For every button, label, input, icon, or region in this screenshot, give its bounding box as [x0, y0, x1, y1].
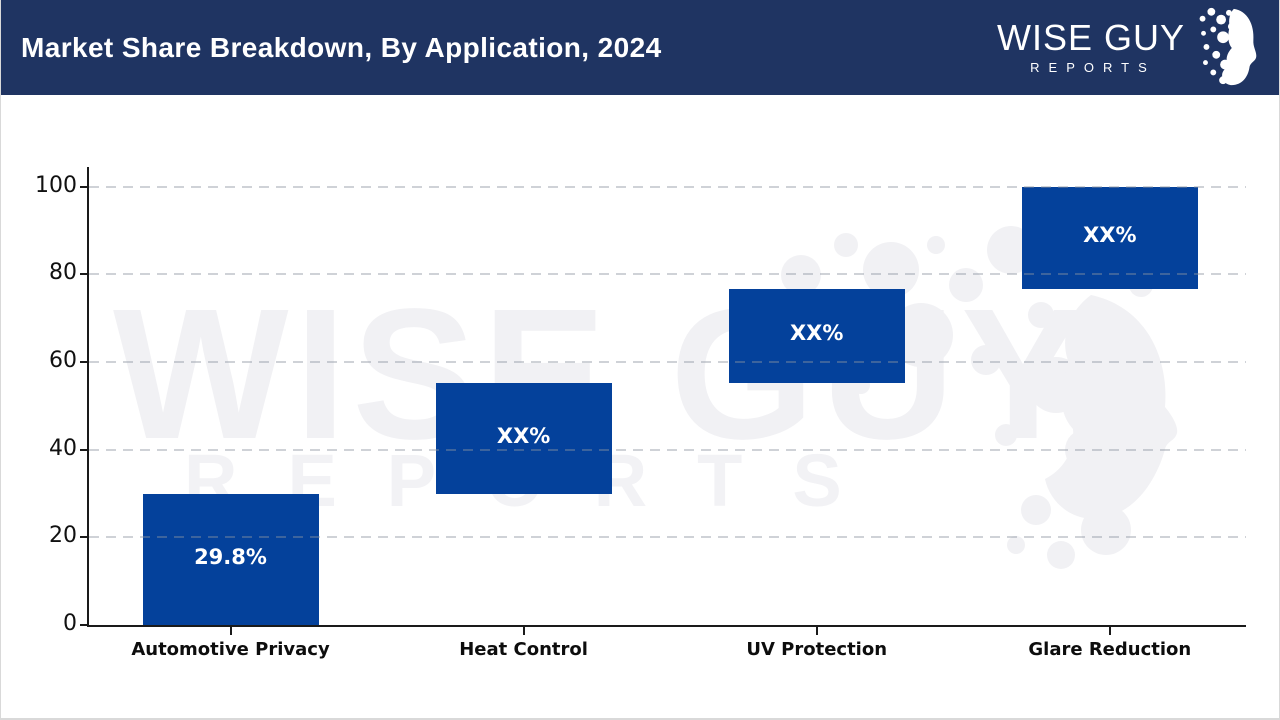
bar-value-label: XX%	[789, 321, 844, 346]
bar-heat-control	[435, 383, 612, 495]
dotted-head-profile-icon	[1189, 3, 1263, 93]
y-axis-tick-label: 20	[49, 523, 77, 549]
y-axis-tick-mark	[80, 273, 88, 276]
bar-uv-protection	[728, 289, 905, 384]
x-axis-tick-mark	[815, 626, 818, 635]
y-axis-tick-label: 80	[49, 260, 77, 286]
bar-value-label: 29.8%	[194, 544, 267, 569]
y-axis-spine	[87, 167, 89, 627]
y-axis-tick-label: 40	[49, 435, 77, 461]
x-axis-category-label: Glare Reduction	[1028, 639, 1192, 660]
y-gridline	[89, 273, 1246, 276]
bar-value-label: XX%	[1083, 222, 1137, 247]
x-axis-tick-mark	[1108, 626, 1111, 635]
brand-logo-text: WISE GUY REPORTS	[996, 17, 1185, 76]
bar-automotive-privacy	[142, 494, 319, 625]
bar-glare-reduction	[1021, 186, 1198, 290]
brand-logo: WISE GUY REPORTS	[997, 3, 1263, 93]
brand-subtitle: REPORTS	[1030, 60, 1156, 75]
y-axis-tick-mark	[80, 448, 88, 451]
x-axis-tick-mark	[229, 626, 232, 635]
y-axis-tick-label: 60	[49, 348, 77, 374]
y-axis-tick-label: 100	[35, 172, 77, 198]
y-gridline	[89, 448, 1246, 451]
x-axis-category-label: UV Protection	[746, 639, 888, 660]
y-gridline	[89, 361, 1246, 364]
y-axis-tick-mark	[80, 185, 88, 188]
x-axis-spine	[87, 625, 1246, 627]
header-band: Market Share Breakdown, By Application, …	[1, 0, 1279, 95]
x-axis-tick-mark	[522, 626, 525, 635]
y-axis-tick-mark	[80, 361, 88, 364]
y-axis-tick-label: 0	[63, 611, 77, 636]
bar-value-label: XX%	[496, 423, 551, 448]
x-axis-category-label: Heat Control	[459, 639, 588, 660]
y-gridline	[89, 185, 1246, 188]
page-title: Market Share Breakdown, By Application, …	[21, 31, 662, 63]
brand-name: WISE GUY	[996, 17, 1185, 58]
y-axis-tick-mark	[80, 624, 88, 626]
y-gridline	[89, 536, 1246, 539]
x-axis-category-label: Automotive Privacy	[131, 639, 330, 660]
y-axis-tick-mark	[80, 536, 88, 539]
